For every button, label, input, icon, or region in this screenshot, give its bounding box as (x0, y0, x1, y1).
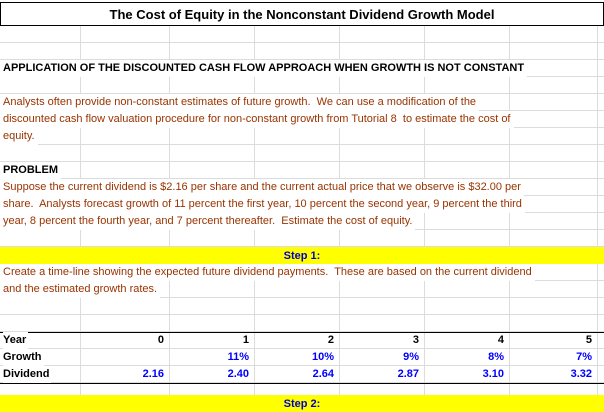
cell-dividend-4[interactable]: 3.10 (482, 368, 504, 380)
table-top-border (0, 332, 604, 333)
step1-banner: Step 1: (0, 247, 604, 264)
cell-year-5[interactable]: 5 (585, 334, 592, 346)
step1-text-line: Create a time-line showing the expected … (0, 264, 535, 281)
problem-text-line: share. Analysts forecast growth of 11 pe… (0, 196, 525, 213)
cell-year-0[interactable]: 0 (157, 334, 164, 346)
gridline-vertical (424, 26, 425, 412)
worksheet-title-box: The Cost of Equity in the Nonconstant Di… (0, 2, 604, 26)
gridline-vertical (597, 26, 598, 412)
cell-year-3[interactable]: 3 (412, 334, 419, 346)
cell-dividend-3[interactable]: 2.87 (397, 368, 419, 380)
cell-dividend-1[interactable]: 2.40 (227, 368, 249, 380)
table-bottom-border (0, 383, 604, 384)
problem-heading: PROBLEM (0, 162, 61, 179)
problem-text-line: Suppose the current dividend is $2.16 pe… (0, 179, 524, 196)
application-heading: APPLICATION OF THE DISCOUNTED CASH FLOW … (0, 60, 528, 77)
table-row-growth: Growth 11% 10% 9% 8% 7% (0, 349, 604, 366)
intro-text-line: discounted cash flow valuation procedure… (0, 111, 514, 128)
cell-year-4[interactable]: 4 (497, 334, 504, 346)
cell-growth-label[interactable]: Growth (3, 349, 44, 366)
intro-text-line: Analysts often provide non-constant esti… (0, 94, 480, 111)
step1-label: Step 1: (283, 249, 321, 262)
cell-year-2[interactable]: 2 (327, 334, 334, 346)
step2-label: Step 2: (283, 397, 321, 410)
cell-growth-5[interactable]: 7% (576, 351, 592, 363)
gridline-vertical (509, 26, 510, 412)
table-row-year: Year 0 1 2 3 4 5 (0, 332, 604, 349)
table-row-dividend: Dividend 2.16 2.40 2.64 2.87 3.10 3.32 (0, 366, 604, 383)
worksheet-title: The Cost of Equity in the Nonconstant Di… (109, 6, 495, 22)
cell-growth-2[interactable]: 10% (311, 351, 334, 363)
problem-text-line: year, 8 percent the fourth year, and 7 p… (0, 213, 416, 230)
cell-growth-1[interactable]: 11% (227, 351, 249, 363)
intro-text-line: equity. (0, 128, 38, 145)
cell-dividend-2[interactable]: 2.64 (312, 368, 334, 380)
step1-text-line: and the estimated growth rates. (0, 281, 161, 298)
cell-growth-3[interactable]: 9% (403, 351, 419, 363)
cell-dividend-label[interactable]: Dividend (3, 366, 52, 383)
cell-growth-4[interactable]: 8% (488, 351, 504, 363)
step2-banner: Step 2: (0, 395, 604, 412)
cell-dividend-5[interactable]: 3.32 (570, 368, 592, 380)
cell-growth-0[interactable] (80, 349, 169, 366)
cell-dividend-0[interactable]: 2.16 (142, 368, 164, 380)
cell-year-1[interactable]: 1 (242, 334, 249, 346)
cell-year-label[interactable]: Year (3, 332, 29, 349)
